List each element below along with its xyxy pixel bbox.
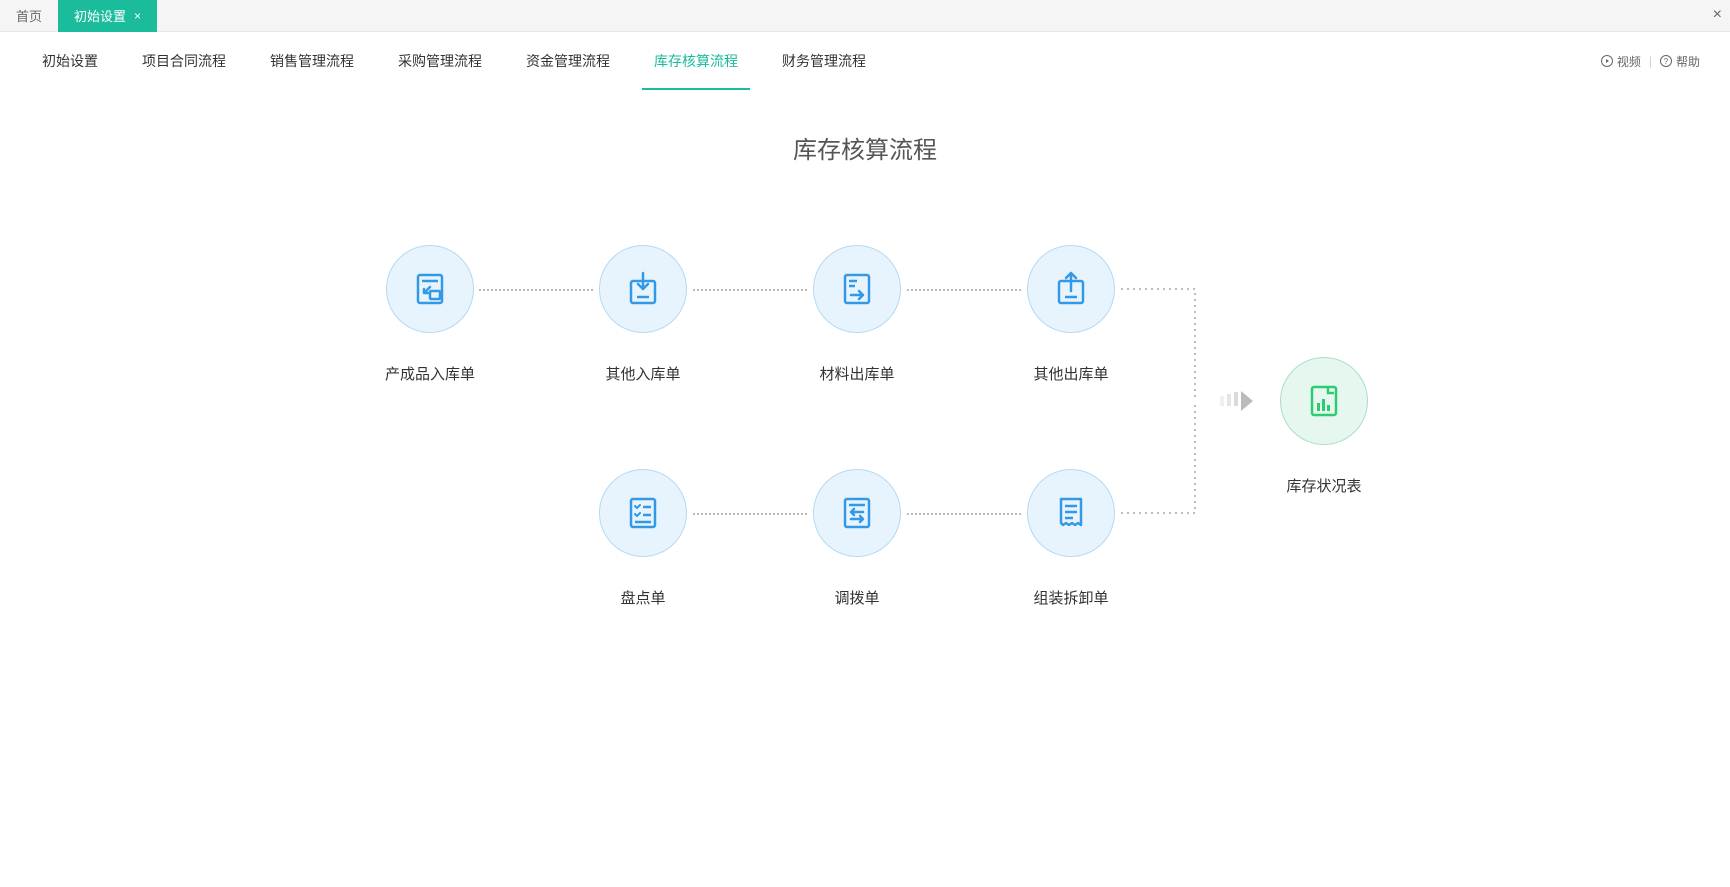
sub-nav-tab-1[interactable]: 项目合同流程	[130, 32, 238, 90]
flow-node-n4: 其他出库单	[1027, 245, 1115, 384]
flow-node-circle[interactable]	[813, 469, 901, 557]
help-label: 帮助	[1676, 53, 1700, 70]
close-icon[interactable]: ×	[134, 9, 141, 23]
sub-nav-label-1: 项目合同流程	[142, 51, 226, 71]
download-in-icon	[625, 271, 661, 307]
connector	[693, 513, 807, 515]
flow-node-label: 材料出库单	[819, 363, 894, 384]
flow-node-label: 盘点单	[620, 587, 665, 608]
connector	[907, 513, 1021, 515]
flow-node-circle[interactable]	[599, 469, 687, 557]
connector	[693, 289, 807, 291]
video-link[interactable]: 视频	[1601, 53, 1641, 70]
sub-nav-label-2: 销售管理流程	[270, 51, 354, 71]
sub-nav: 初始设置 项目合同流程 销售管理流程 采购管理流程 资金管理流程 库存核算流程 …	[0, 32, 1730, 90]
help-icon: ?	[1660, 55, 1672, 67]
top-tab-active-label: 初始设置	[74, 6, 126, 25]
flow-node-n2: 其他入库单	[599, 245, 687, 384]
flow-node-n8: 库存状况表	[1280, 357, 1368, 496]
flow-node-label: 调拨单	[834, 587, 879, 608]
sub-nav-label-6: 财务管理流程	[782, 51, 866, 71]
flow-diagram: 产成品入库单 其他入库单 材料出库单 其他出库单	[165, 245, 1565, 745]
separator: |	[1649, 54, 1652, 68]
flow-node-label: 其他出库单	[1033, 363, 1108, 384]
flow-node-n3: 材料出库单	[813, 245, 901, 384]
flow-node-circle[interactable]	[1027, 469, 1115, 557]
connector	[479, 289, 593, 291]
sub-nav-right: 视频 | ? 帮助	[1601, 53, 1700, 70]
sub-nav-tab-2[interactable]: 销售管理流程	[258, 32, 366, 90]
connector	[907, 289, 1021, 291]
play-icon	[1601, 55, 1613, 67]
sub-nav-label-5: 库存核算流程	[654, 51, 738, 71]
sub-nav-tab-3[interactable]: 采购管理流程	[386, 32, 494, 90]
checklist-icon	[625, 495, 661, 531]
flow-node-label: 组装拆卸单	[1033, 587, 1108, 608]
flow-node-circle[interactable]	[1280, 357, 1368, 445]
receipt-icon	[1053, 495, 1089, 531]
flow-node-n1: 产成品入库单	[385, 245, 475, 384]
top-tab-active[interactable]: 初始设置 ×	[58, 0, 157, 32]
flow-arrow-icon	[1220, 391, 1253, 411]
flow-node-circle[interactable]	[1027, 245, 1115, 333]
sub-nav-tab-4[interactable]: 资金管理流程	[514, 32, 622, 90]
main-content: 库存核算流程	[0, 90, 1730, 745]
sub-nav-label-4: 资金管理流程	[526, 51, 610, 71]
flow-node-n7: 组装拆卸单	[1027, 469, 1115, 608]
page-title: 库存核算流程	[0, 130, 1730, 165]
top-tab-bar: 首页 初始设置 × ×	[0, 0, 1730, 32]
flow-node-circle[interactable]	[599, 245, 687, 333]
sub-nav-label-0: 初始设置	[42, 51, 98, 71]
top-tab-home[interactable]: 首页	[0, 0, 58, 32]
flow-node-n6: 调拨单	[813, 469, 901, 608]
transfer-icon	[839, 495, 875, 531]
top-tab-home-label: 首页	[16, 6, 42, 25]
doc-in-icon	[412, 271, 448, 307]
flow-node-n5: 盘点单	[599, 469, 687, 608]
video-label: 视频	[1617, 53, 1641, 70]
flow-node-label: 其他入库单	[605, 363, 680, 384]
sub-nav-tab-0[interactable]: 初始设置	[30, 32, 110, 90]
svg-text:?: ?	[1664, 57, 1669, 66]
flow-node-circle[interactable]	[813, 245, 901, 333]
help-link[interactable]: ? 帮助	[1660, 53, 1700, 70]
sub-nav-tab-6[interactable]: 财务管理流程	[770, 32, 878, 90]
sub-nav-tab-5[interactable]: 库存核算流程	[642, 32, 750, 90]
flow-node-label: 产成品入库单	[385, 363, 475, 384]
report-icon	[1306, 383, 1342, 419]
upload-out-icon	[1053, 271, 1089, 307]
window-close-icon[interactable]: ×	[1713, 6, 1722, 24]
flow-node-circle[interactable]	[386, 245, 474, 333]
doc-out-icon	[839, 271, 875, 307]
flow-node-label: 库存状况表	[1286, 475, 1361, 496]
sub-nav-label-3: 采购管理流程	[398, 51, 482, 71]
